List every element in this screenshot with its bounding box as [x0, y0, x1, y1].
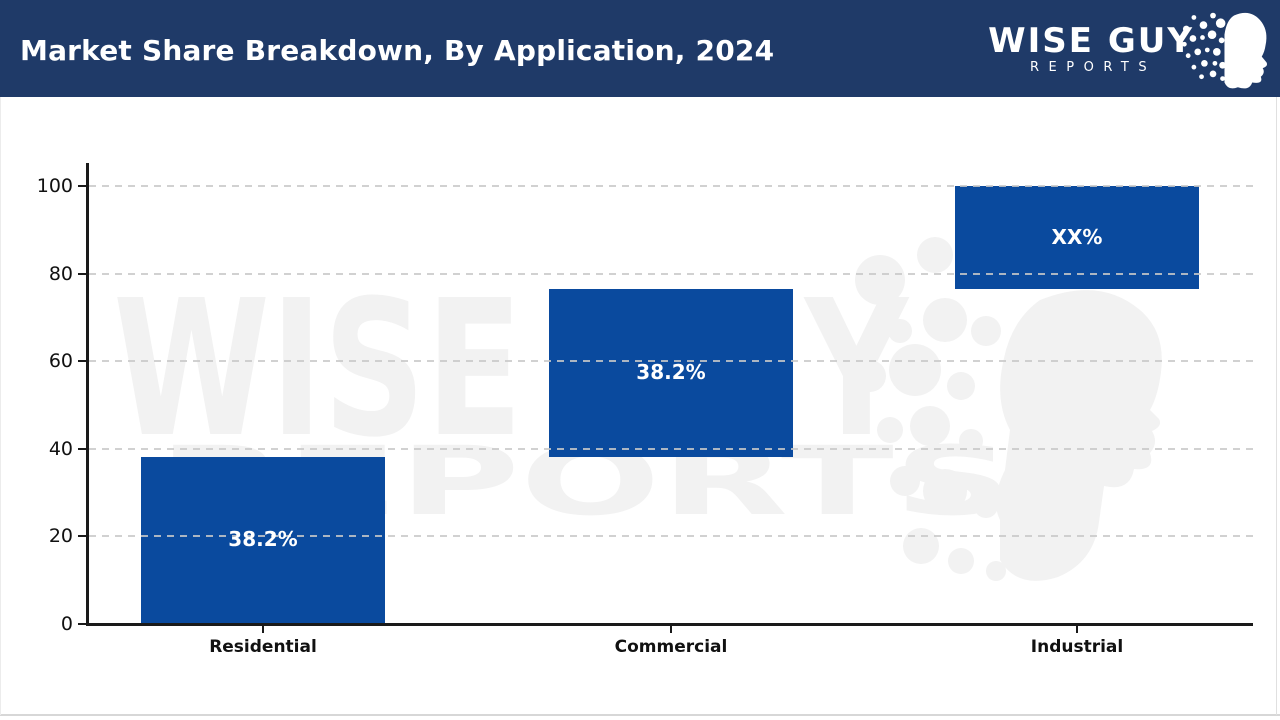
gridline-80	[89, 272, 1253, 275]
y-tick-label-80: 80	[48, 262, 73, 285]
y-tick-20	[78, 535, 86, 538]
x-tick-residential	[262, 626, 264, 633]
y-tick-label-60: 60	[48, 350, 73, 373]
y-tick-100	[78, 185, 86, 187]
bar-industrial	[955, 186, 1199, 290]
x-tick-label-residential: Residential	[209, 637, 317, 657]
bar-commercial	[549, 289, 793, 457]
x-axis-line	[86, 623, 1253, 626]
left-rule	[0, 97, 1, 715]
logo-wordmark: WISE GUY	[988, 21, 1194, 61]
y-tick-label-100: 100	[36, 175, 73, 197]
x-tick-industrial	[1076, 626, 1078, 633]
x-tick-label-commercial: Commercial	[614, 637, 728, 657]
bar-value-label-industrial: XX%	[1051, 224, 1103, 249]
bar-residential	[141, 456, 385, 624]
y-tick-label-0: 0	[60, 613, 73, 635]
logo-text: WISE GUY REPORTS	[988, 23, 1194, 75]
x-tick-commercial	[670, 626, 672, 633]
bar-value-label-commercial: 38.2%	[636, 360, 706, 385]
bottom-rule	[0, 714, 1280, 716]
gridline-40	[89, 447, 1253, 450]
x-tick-label-industrial: Industrial	[1030, 637, 1124, 657]
chart-title: Market Share Breakdown, By Application, …	[20, 34, 775, 67]
wiseguy-logo: WISE GUY REPORTS	[988, 5, 1270, 93]
y-tick-40	[78, 447, 86, 450]
bar-value-label-residential: 38.2%	[228, 527, 298, 552]
logo-subtext: REPORTS	[1030, 60, 1157, 75]
logo-face-icon	[1181, 12, 1267, 89]
y-tick-0	[78, 623, 86, 625]
gridline-100	[89, 185, 1253, 187]
right-rule	[1276, 97, 1277, 715]
y-tick-60	[78, 360, 86, 363]
gridline-60	[89, 360, 1253, 363]
header: Market Share Breakdown, By Application, …	[0, 0, 1280, 97]
y-tick-80	[78, 272, 86, 275]
gridline-20	[89, 535, 1253, 538]
y-tick-label-40: 40	[48, 437, 73, 460]
y-tick-label-20: 20	[48, 525, 73, 548]
y-axis-line	[86, 163, 89, 626]
